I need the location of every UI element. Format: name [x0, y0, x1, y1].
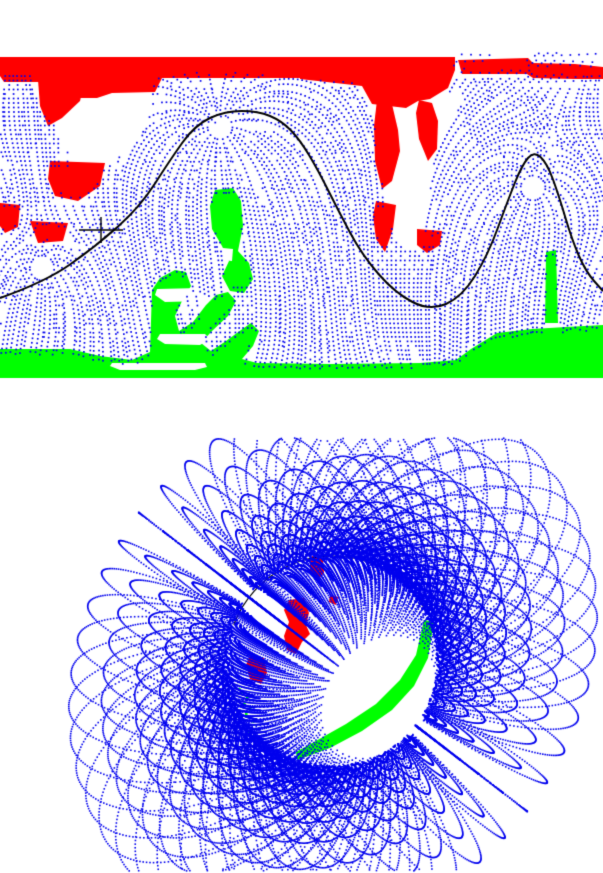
streamline-map-canvas [0, 0, 603, 395]
fieldline-3d-canvas [0, 395, 603, 873]
streamline-map-panel [0, 0, 603, 395]
fieldline-3d-panel [0, 395, 603, 873]
